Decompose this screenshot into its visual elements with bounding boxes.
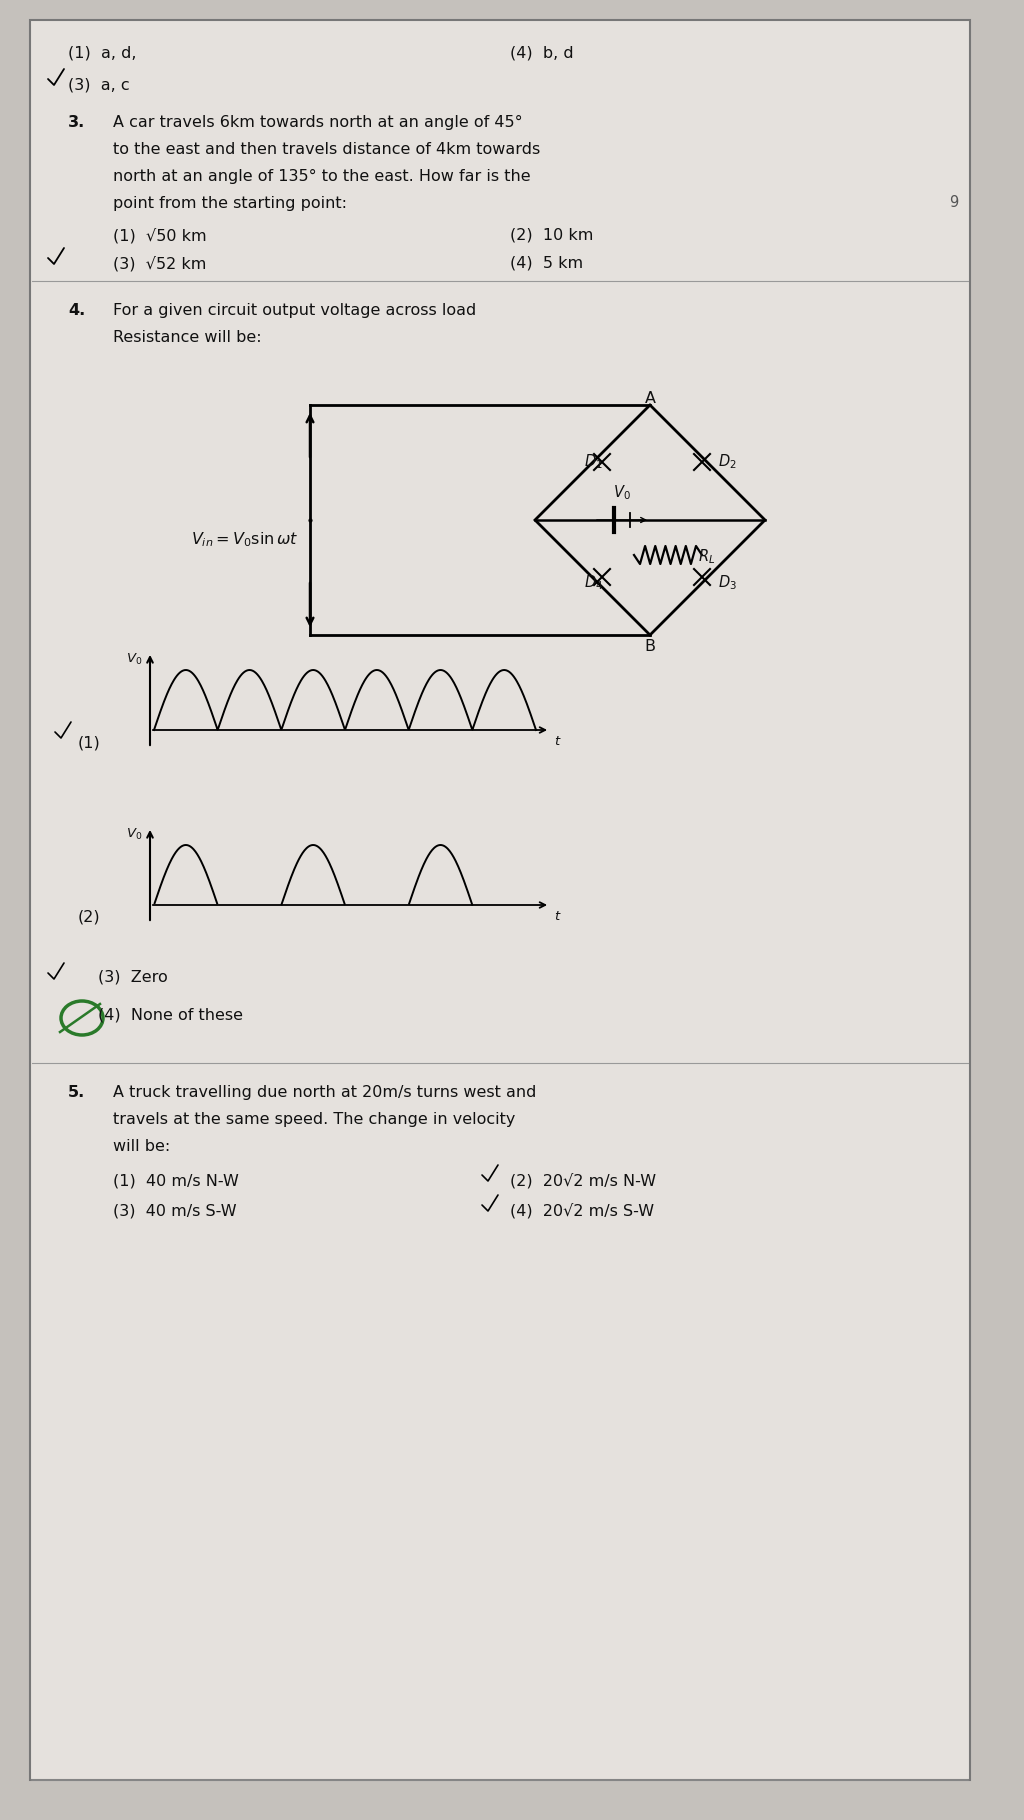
Text: (1)  √50 km: (1) √50 km [113, 228, 207, 244]
Text: point from the starting point:: point from the starting point: [113, 197, 347, 211]
Text: 3.: 3. [68, 115, 85, 129]
Text: $V_0$: $V_0$ [613, 484, 631, 502]
Text: (4)  None of these: (4) None of these [98, 1008, 243, 1023]
Text: A car travels 6km towards north at an angle of 45°: A car travels 6km towards north at an an… [113, 115, 522, 129]
Text: $D_4$: $D_4$ [584, 573, 603, 592]
Text: $D_3$: $D_3$ [718, 573, 737, 592]
Text: $V_0$: $V_0$ [126, 826, 142, 843]
Text: B: B [644, 639, 655, 653]
Text: (2): (2) [78, 910, 100, 925]
Text: 5.: 5. [68, 1085, 85, 1099]
Text: $t$: $t$ [554, 735, 561, 748]
Text: (3)  √52 km: (3) √52 km [113, 257, 207, 271]
Text: (4)  5 km: (4) 5 km [510, 257, 583, 271]
Text: $D_2$: $D_2$ [718, 451, 736, 471]
Text: travels at the same speed. The change in velocity: travels at the same speed. The change in… [113, 1112, 515, 1127]
Text: (4)  20√2 m/s S-W: (4) 20√2 m/s S-W [510, 1203, 654, 1219]
Text: will be:: will be: [113, 1139, 170, 1154]
Text: 4.: 4. [68, 302, 85, 318]
Text: (1): (1) [78, 735, 100, 750]
Text: (2)  20√2 m/s N-W: (2) 20√2 m/s N-W [510, 1174, 656, 1188]
Text: (1)  a, d,: (1) a, d, [68, 46, 136, 60]
Text: Resistance will be:: Resistance will be: [113, 329, 261, 346]
Text: (3)  a, c: (3) a, c [68, 76, 130, 93]
Text: For a given circuit output voltage across load: For a given circuit output voltage acros… [113, 302, 476, 318]
Text: 9: 9 [949, 195, 958, 209]
Text: (4)  b, d: (4) b, d [510, 46, 573, 60]
Text: $V_0$: $V_0$ [126, 652, 142, 668]
Text: (1)  40 m/s N-W: (1) 40 m/s N-W [113, 1174, 239, 1188]
Text: $t$: $t$ [554, 910, 561, 923]
Text: $D_1$: $D_1$ [584, 451, 603, 471]
Text: (3)  40 m/s S-W: (3) 40 m/s S-W [113, 1203, 237, 1218]
Text: (2)  10 km: (2) 10 km [510, 228, 593, 244]
Text: $R_L$: $R_L$ [698, 548, 715, 566]
Text: to the east and then travels distance of 4km towards: to the east and then travels distance of… [113, 142, 541, 157]
Text: A: A [644, 391, 655, 406]
Text: $V_{in}= V_0\sin\omega t$: $V_{in}= V_0\sin\omega t$ [190, 530, 298, 548]
Text: north at an angle of 135° to the east. How far is the: north at an angle of 135° to the east. H… [113, 169, 530, 184]
Text: (3)  Zero: (3) Zero [98, 970, 168, 985]
Text: A truck travelling due north at 20m/s turns west and: A truck travelling due north at 20m/s tu… [113, 1085, 537, 1099]
